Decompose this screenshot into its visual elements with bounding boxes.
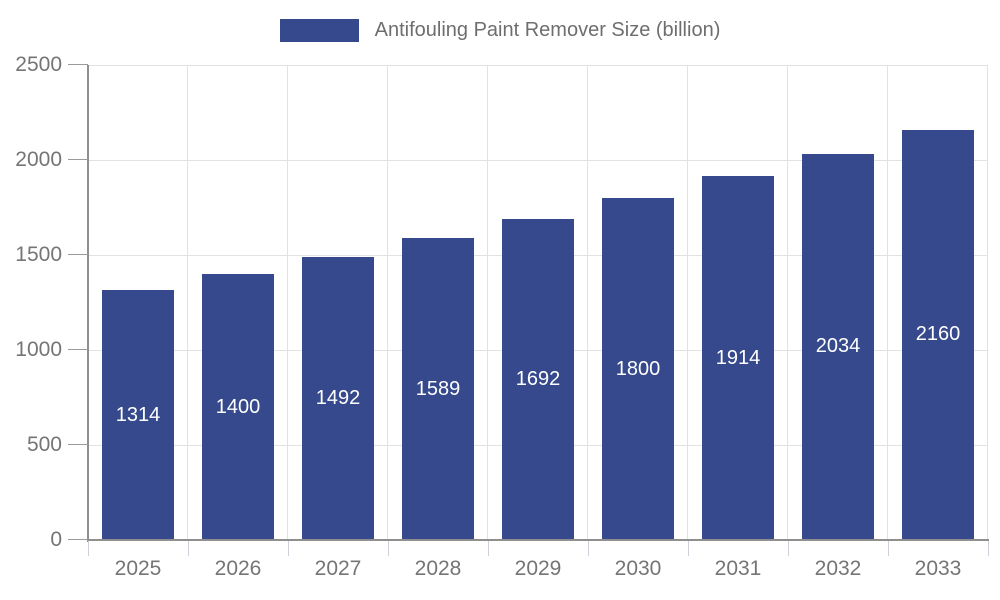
bar-value-label: 1492	[315, 386, 361, 409]
y-axis-line	[87, 65, 89, 542]
bar-value-label: 1400	[215, 395, 261, 418]
bar: 1400	[202, 274, 274, 540]
gridline-vertical	[587, 65, 588, 540]
x-tick	[88, 541, 89, 556]
x-tick	[388, 541, 389, 556]
gridline-vertical	[987, 65, 988, 540]
x-tick	[688, 541, 689, 556]
x-tick-label: 2033	[914, 557, 962, 580]
x-tick-label: 2030	[614, 557, 662, 580]
legend-swatch	[279, 19, 359, 42]
y-tick-label: 2500	[15, 53, 62, 76]
x-tick	[188, 541, 189, 556]
y-tick-label: 1000	[15, 338, 62, 361]
y-tick-label: 0	[50, 528, 62, 551]
x-tick-label: 2031	[714, 557, 762, 580]
x-tick-label: 2025	[114, 557, 162, 580]
bar-value-label: 1800	[615, 357, 661, 380]
y-tick-label: 500	[26, 433, 62, 456]
x-tick	[488, 541, 489, 556]
gridline-vertical	[287, 65, 288, 540]
gridline-vertical	[787, 65, 788, 540]
x-axis-line	[87, 539, 989, 541]
x-tick-label: 2029	[514, 557, 562, 580]
bar: 2034	[802, 153, 874, 540]
bar: 2160	[902, 129, 974, 540]
bar: 1800	[602, 198, 674, 540]
bar: 1492	[302, 256, 374, 540]
x-tick	[588, 541, 589, 556]
legend: Antifouling Paint Remover Size (billion)	[0, 19, 1000, 42]
bar-value-label: 1692	[515, 367, 561, 390]
y-tick-label: 2000	[15, 148, 62, 171]
bar-value-label: 2034	[815, 335, 861, 358]
x-tick	[788, 541, 789, 556]
x-tick-label: 2032	[814, 557, 862, 580]
gridline-horizontal	[88, 160, 988, 161]
y-tick	[68, 159, 88, 160]
bar-value-label: 2160	[915, 323, 961, 346]
bar-value-label: 1314	[115, 403, 161, 426]
bar: 1589	[402, 238, 474, 540]
gridline-vertical	[387, 65, 388, 540]
legend-label: Antifouling Paint Remover Size (billion)	[374, 19, 721, 41]
bar-value-label: 1914	[715, 346, 761, 369]
x-tick	[888, 541, 889, 556]
gridline-vertical	[187, 65, 188, 540]
x-tick	[988, 541, 989, 556]
gridline-vertical	[887, 65, 888, 540]
y-tick-label: 1500	[15, 243, 62, 266]
y-tick	[68, 539, 88, 540]
plot-area: 1314 1400 1492 1589 1692 1800 1914 2034 2160	[88, 65, 988, 540]
gridline-vertical	[687, 65, 688, 540]
bar: 1914	[702, 176, 774, 540]
y-tick	[68, 349, 88, 350]
x-tick-label: 2026	[214, 557, 262, 580]
bar-value-label: 1589	[415, 377, 461, 400]
x-tick	[288, 541, 289, 556]
x-tick-label: 2027	[314, 557, 362, 580]
y-tick	[68, 64, 88, 65]
gridline-vertical	[487, 65, 488, 540]
y-tick	[68, 444, 88, 445]
gridline-horizontal	[88, 65, 988, 66]
y-tick	[68, 254, 88, 255]
x-tick-label: 2028	[414, 557, 462, 580]
bar: 1314	[102, 290, 174, 540]
bar: 1692	[502, 218, 574, 540]
